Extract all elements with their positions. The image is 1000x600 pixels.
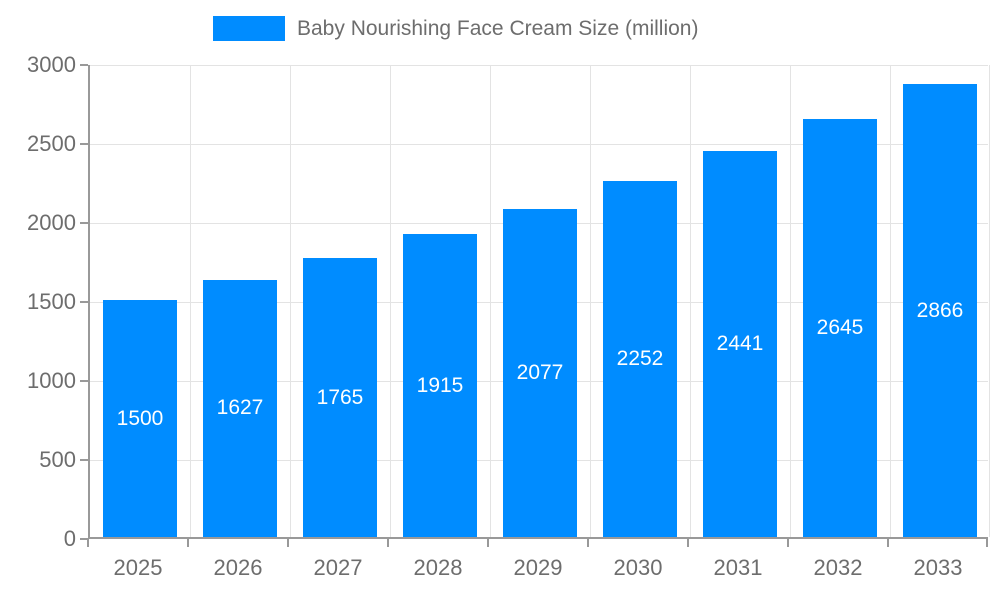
bar-value-label: 1627: [216, 396, 264, 420]
x-axis-tick: [986, 539, 988, 547]
bar-value-label: 1915: [416, 373, 464, 397]
x-axis-label: 2028: [413, 555, 463, 580]
y-axis-tick: [80, 380, 88, 382]
legend-swatch: [213, 16, 285, 41]
bar-2028[interactable]: 1915: [403, 234, 477, 537]
y-axis-label: 2000: [27, 210, 76, 235]
y-axis-label: 3000: [27, 52, 76, 77]
x-axis-tick: [487, 539, 489, 547]
bar-value-label: 2252: [616, 347, 664, 371]
x-axis-tick: [187, 539, 189, 547]
x-axis-label: 2029: [513, 555, 563, 580]
x-axis-label: 2030: [613, 555, 663, 580]
x-axis-tick: [387, 539, 389, 547]
bar-value-label: 2645: [816, 316, 864, 340]
x-axis-tick: [687, 539, 689, 547]
bar-2026[interactable]: 1627: [203, 279, 277, 537]
gridline-vertical: [189, 65, 191, 537]
bar-value-label: 2441: [716, 332, 764, 356]
gridline-horizontal: [90, 64, 988, 66]
y-axis-tick: [80, 64, 88, 66]
x-axis-tick: [887, 539, 889, 547]
gridline-vertical: [389, 65, 391, 537]
y-axis-label: 1500: [27, 289, 76, 314]
x-axis-label: 2025: [113, 555, 163, 580]
y-axis-label: 500: [39, 447, 76, 472]
bar-2027[interactable]: 1765: [303, 258, 377, 537]
gridline-vertical: [589, 65, 591, 537]
x-axis-label: 2026: [213, 555, 263, 580]
x-axis-tick: [87, 539, 89, 547]
x-axis-tick: [287, 539, 289, 547]
y-axis-tick: [80, 222, 88, 224]
gridline-vertical: [689, 65, 691, 537]
gridline-vertical: [988, 65, 990, 537]
y-axis-label: 0: [63, 526, 76, 551]
y-axis-label: 1000: [27, 368, 76, 393]
x-axis-label: 2032: [813, 555, 863, 580]
gridline-horizontal: [90, 143, 988, 145]
bar-value-label: 1500: [116, 406, 164, 430]
bar-2032[interactable]: 2645: [803, 119, 877, 537]
y-axis-tick: [80, 301, 88, 303]
bar-value-label: 2866: [916, 298, 964, 322]
bar-value-label: 2077: [516, 360, 564, 384]
x-axis-label: 2027: [313, 555, 363, 580]
y-axis-tick: [80, 143, 88, 145]
y-axis-tick: [80, 538, 88, 540]
y-axis-tick: [80, 459, 88, 461]
bar-2025[interactable]: 1500: [103, 300, 177, 537]
plot-area: 1500 1627 1765 1915 2077 2252 2441 2645 2866: [88, 64, 990, 539]
bar-2030[interactable]: 2252: [603, 181, 677, 537]
x-axis-label: 2031: [713, 555, 763, 580]
x-axis-tick: [587, 539, 589, 547]
legend-label: Baby Nourishing Face Cream Size (million…: [297, 16, 699, 40]
legend[interactable]: Baby Nourishing Face Cream Size (million…: [213, 16, 698, 41]
x-axis-label: 2033: [913, 555, 963, 580]
gridline-vertical: [889, 65, 891, 537]
x-axis-tick: [787, 539, 789, 547]
bar-2031[interactable]: 2441: [703, 151, 777, 537]
bar-value-label: 1765: [316, 385, 364, 409]
gridline-vertical: [489, 65, 491, 537]
bar-2029[interactable]: 2077: [503, 208, 577, 537]
gridline-vertical: [289, 65, 291, 537]
gridline-vertical: [789, 65, 791, 537]
y-axis-label: 2500: [27, 131, 76, 156]
bar-2033[interactable]: 2866: [903, 84, 977, 537]
